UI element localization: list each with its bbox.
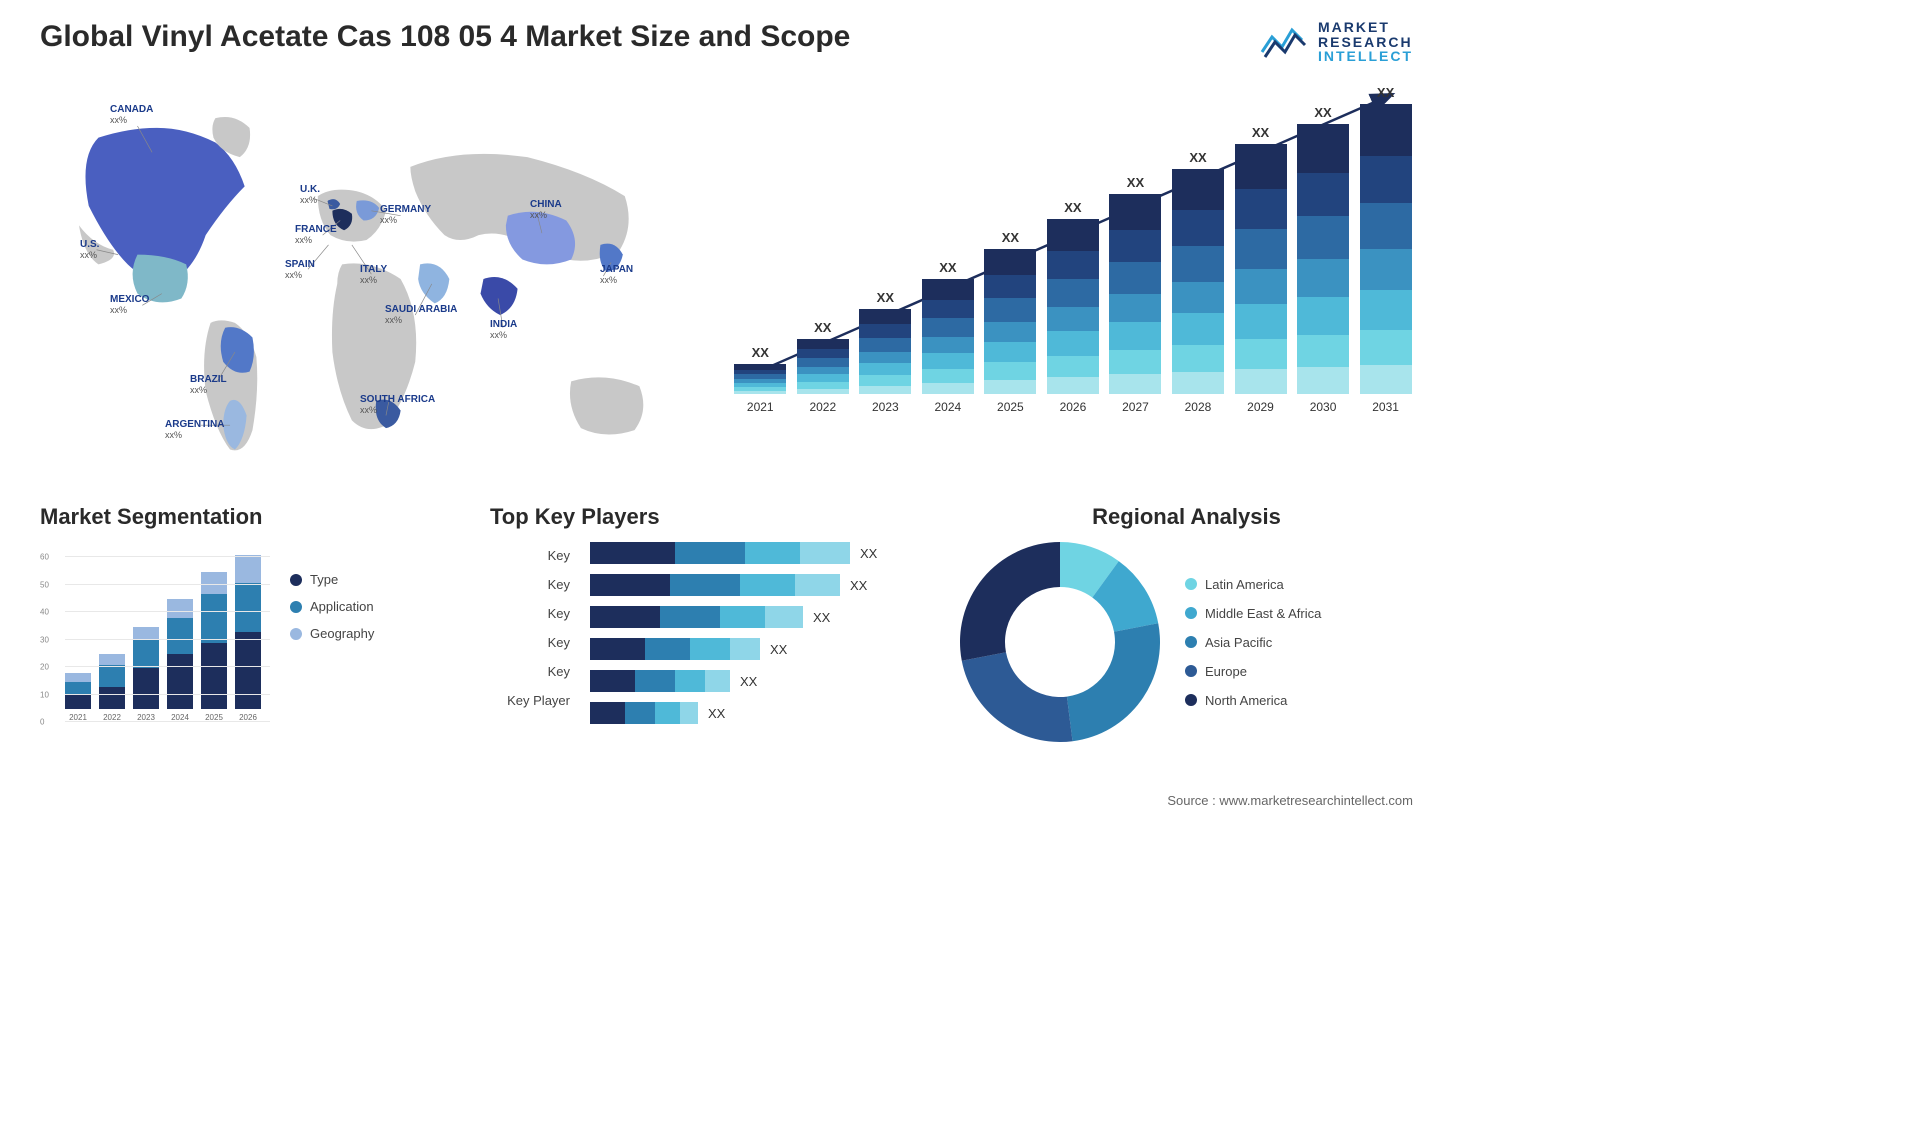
regional-title: Regional Analysis <box>960 504 1413 530</box>
logo-line2: RESEARCH <box>1318 35 1413 50</box>
key-player-label: Key Player <box>490 693 570 708</box>
segmentation-bar: 2024 <box>167 599 193 722</box>
growth-bar: XX 2023 <box>859 290 911 414</box>
growth-year-label: 2030 <box>1310 400 1337 414</box>
growth-bar: XX 2029 <box>1235 125 1287 414</box>
page-title: Global Vinyl Acetate Cas 108 05 4 Market… <box>40 20 850 54</box>
growth-bar: XX 2021 <box>734 345 786 414</box>
key-player-label: Key <box>490 664 570 679</box>
segmentation-legend: Type Application Geography <box>290 572 374 641</box>
regional-legend-item: Europe <box>1185 664 1321 679</box>
growth-bar: XX 2031 <box>1360 85 1412 414</box>
map-label: ARGENTINAxx% <box>165 419 224 441</box>
regional-panel: Regional Analysis Latin America Middle Ea… <box>960 504 1413 742</box>
growth-bar: XX 2025 <box>984 230 1036 414</box>
donut-segment <box>1067 623 1160 741</box>
growth-bar: XX 2030 <box>1297 105 1349 414</box>
map-label: INDIAxx% <box>490 319 517 341</box>
growth-year-label: 2024 <box>935 400 962 414</box>
growth-bar: XX 2027 <box>1109 175 1161 414</box>
growth-top-label: XX <box>1314 105 1331 120</box>
growth-year-label: 2023 <box>872 400 899 414</box>
logo: MARKET RESEARCH INTELLECT <box>1260 20 1413 64</box>
map-label: BRAZILxx% <box>190 374 227 396</box>
growth-top-label: XX <box>1127 175 1144 190</box>
segmentation-legend-item: Application <box>290 599 374 614</box>
segmentation-legend-item: Type <box>290 572 374 587</box>
regional-legend-item: Asia Pacific <box>1185 635 1321 650</box>
logo-icon <box>1260 22 1310 62</box>
growth-year-label: 2031 <box>1372 400 1399 414</box>
map-label: MEXICOxx% <box>110 294 149 316</box>
growth-top-label: XX <box>1064 200 1081 215</box>
growth-top-label: XX <box>1002 230 1019 245</box>
key-players-labels: Key Key Key Key Key Key Player <box>490 548 570 724</box>
key-player-label: Key <box>490 548 570 563</box>
growth-top-label: XX <box>814 320 831 335</box>
regional-legend: Latin America Middle East & Africa Asia Pa… <box>1185 577 1321 708</box>
segmentation-bar: 2022 <box>99 654 125 722</box>
map-label: SOUTH AFRICAxx% <box>360 394 435 416</box>
growth-chart-panel: XX 2021 XX 2022 XX 2023 XX 2024 XX 2025 XX 2026 XX 20… <box>733 84 1413 444</box>
growth-top-label: XX <box>939 260 956 275</box>
key-player-label: Key <box>490 577 570 592</box>
growth-bar: XX 2026 <box>1047 200 1099 414</box>
world-map-panel: CANADAxx% U.S.xx% MEXICOxx% BRAZILxx% ARGENT… <box>40 84 693 474</box>
map-label: ITALYxx% <box>360 264 387 286</box>
key-players-chart: XX XX XX XX XX XX <box>590 542 930 724</box>
segmentation-bar: 2021 <box>65 673 91 722</box>
growth-bar: XX 2028 <box>1172 150 1224 414</box>
logo-line1: MARKET <box>1318 20 1413 35</box>
segmentation-bar: 2023 <box>133 627 159 723</box>
growth-year-label: 2026 <box>1060 400 1087 414</box>
growth-year-label: 2029 <box>1247 400 1274 414</box>
key-player-label: Key <box>490 635 570 650</box>
key-player-bar: XX <box>590 670 930 692</box>
donut-segment <box>960 542 1060 661</box>
growth-year-label: 2028 <box>1185 400 1212 414</box>
growth-bar: XX 2024 <box>922 260 974 414</box>
segmentation-panel: Market Segmentation 0102030405060 202120… <box>40 504 460 742</box>
growth-year-label: 2022 <box>809 400 836 414</box>
key-player-bar: XX <box>590 638 930 660</box>
key-player-label: Key <box>490 606 570 621</box>
regional-donut <box>960 542 1160 742</box>
map-label: CANADAxx% <box>110 104 153 126</box>
regional-legend-item: Latin America <box>1185 577 1321 592</box>
key-player-bar: XX <box>590 574 930 596</box>
map-label: CHINAxx% <box>530 199 562 221</box>
map-label: U.S.xx% <box>80 239 99 261</box>
growth-year-label: 2021 <box>747 400 774 414</box>
segmentation-legend-item: Geography <box>290 626 374 641</box>
segmentation-title: Market Segmentation <box>40 504 460 530</box>
key-player-bar: XX <box>590 702 930 724</box>
growth-top-label: XX <box>877 290 894 305</box>
growth-top-label: XX <box>752 345 769 360</box>
source-text: Source : www.marketresearchintellect.com <box>1167 793 1413 808</box>
map-label: FRANCExx% <box>295 224 337 246</box>
growth-top-label: XX <box>1189 150 1206 165</box>
segmentation-bar: 2025 <box>201 572 227 723</box>
donut-segment <box>962 652 1073 742</box>
key-player-bar: XX <box>590 606 930 628</box>
map-label: SAUDI ARABIAxx% <box>385 304 457 326</box>
key-players-panel: Top Key Players Key Key Key Key Key Key Playe… <box>490 504 930 742</box>
growth-year-label: 2025 <box>997 400 1024 414</box>
regional-legend-item: Middle East & Africa <box>1185 606 1321 621</box>
growth-top-label: XX <box>1252 125 1269 140</box>
logo-line3: INTELLECT <box>1318 49 1413 64</box>
key-players-title: Top Key Players <box>490 504 930 530</box>
map-label: SPAINxx% <box>285 259 315 281</box>
key-player-bar: XX <box>590 542 930 564</box>
map-label: JAPANxx% <box>600 264 633 286</box>
growth-bar: XX 2022 <box>797 320 849 414</box>
growth-year-label: 2027 <box>1122 400 1149 414</box>
segmentation-chart: 0102030405060 202120222023202420252026 <box>40 542 270 742</box>
growth-top-label: XX <box>1377 85 1394 100</box>
regional-legend-item: North America <box>1185 693 1321 708</box>
map-label: U.K.xx% <box>300 184 320 206</box>
map-label: GERMANYxx% <box>380 204 431 226</box>
